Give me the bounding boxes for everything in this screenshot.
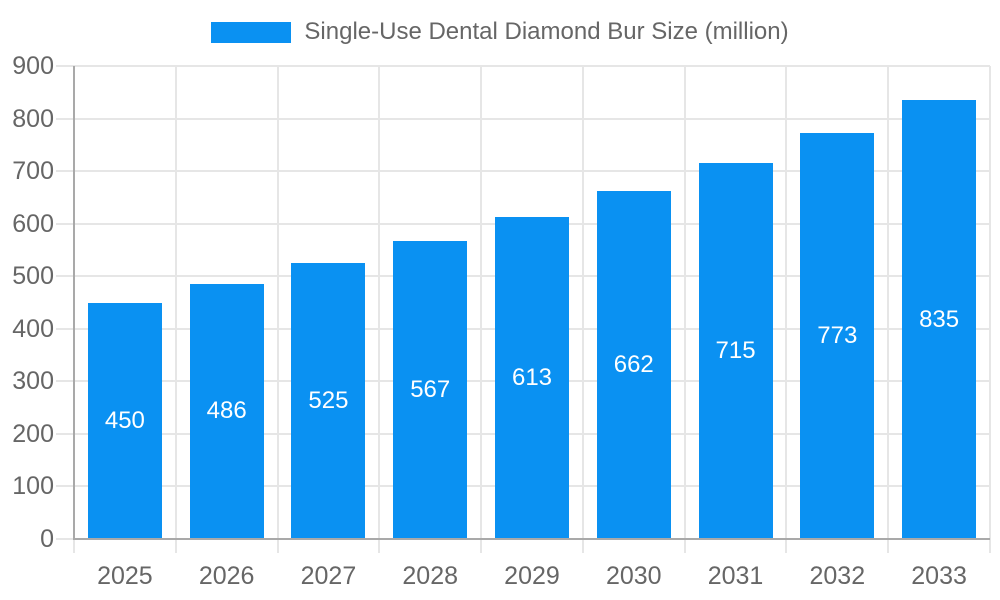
x-gridline bbox=[683, 66, 686, 553]
y-gridline bbox=[56, 117, 990, 120]
bar-value-label: 613 bbox=[511, 363, 553, 391]
bar-2028[interactable]: 567 bbox=[393, 241, 468, 539]
y-tick-label: 500 bbox=[12, 262, 54, 291]
x-tick-label: 2025 bbox=[97, 562, 153, 590]
bar-2027[interactable]: 525 bbox=[291, 263, 366, 539]
y-gridline bbox=[56, 170, 990, 173]
bar-value-label: 486 bbox=[206, 397, 247, 425]
legend-label: Single-Use Dental Diamond Bur Size (mill… bbox=[304, 18, 789, 45]
x-tick-label: 2031 bbox=[707, 562, 764, 590]
y-tick-label: 300 bbox=[12, 367, 54, 396]
bar-value-label: 525 bbox=[308, 387, 349, 415]
x-gridline bbox=[480, 66, 483, 553]
y-tick-label: 700 bbox=[12, 157, 54, 186]
y-tick-label: 400 bbox=[12, 314, 54, 343]
bar-2025[interactable]: 450 bbox=[87, 302, 162, 539]
x-tick-label: 2029 bbox=[504, 562, 560, 590]
y-axis-line bbox=[73, 66, 75, 539]
x-tick-label: 2032 bbox=[809, 562, 866, 590]
x-gridline bbox=[785, 66, 788, 553]
bar-2033[interactable]: 835 bbox=[902, 100, 977, 539]
x-gridline bbox=[989, 66, 991, 553]
bar-value-label: 450 bbox=[104, 406, 145, 434]
x-tick-label: 2033 bbox=[911, 562, 967, 590]
x-tick-label: 2026 bbox=[198, 562, 255, 590]
x-tick-label: 2027 bbox=[300, 562, 357, 590]
bar-2032[interactable]: 773 bbox=[800, 132, 875, 539]
x-gridline bbox=[378, 66, 381, 553]
bar-2031[interactable]: 715 bbox=[698, 163, 773, 539]
bar-value-label: 715 bbox=[715, 337, 756, 365]
y-tick-label: 600 bbox=[12, 209, 54, 238]
y-gridline bbox=[56, 65, 990, 67]
y-tick-label: 800 bbox=[12, 104, 54, 133]
x-gridline bbox=[581, 66, 584, 553]
x-gridline bbox=[276, 66, 279, 553]
y-tick-label: 200 bbox=[12, 419, 54, 448]
chart-legend[interactable]: Single-Use Dental Diamond Bur Size (mill… bbox=[0, 18, 1000, 45]
bar-2030[interactable]: 662 bbox=[596, 191, 671, 539]
x-tick-label: 2030 bbox=[605, 562, 662, 590]
y-tick-label: 900 bbox=[12, 52, 54, 80]
bar-2026[interactable]: 486 bbox=[189, 283, 264, 539]
y-tick-label: 0 bbox=[40, 525, 54, 553]
y-tick-label: 100 bbox=[12, 472, 54, 501]
legend-swatch-icon bbox=[211, 21, 292, 43]
bar-value-label: 773 bbox=[817, 321, 858, 349]
bar-value-label: 567 bbox=[410, 375, 451, 403]
bar-2029[interactable]: 613 bbox=[495, 216, 569, 539]
x-tick-label: 2028 bbox=[402, 562, 459, 590]
x-gridline bbox=[174, 66, 177, 553]
bar-value-label: 835 bbox=[919, 305, 960, 333]
x-axis-line bbox=[73, 538, 990, 540]
bar-value-label: 662 bbox=[613, 351, 654, 379]
x-gridline bbox=[887, 66, 890, 553]
